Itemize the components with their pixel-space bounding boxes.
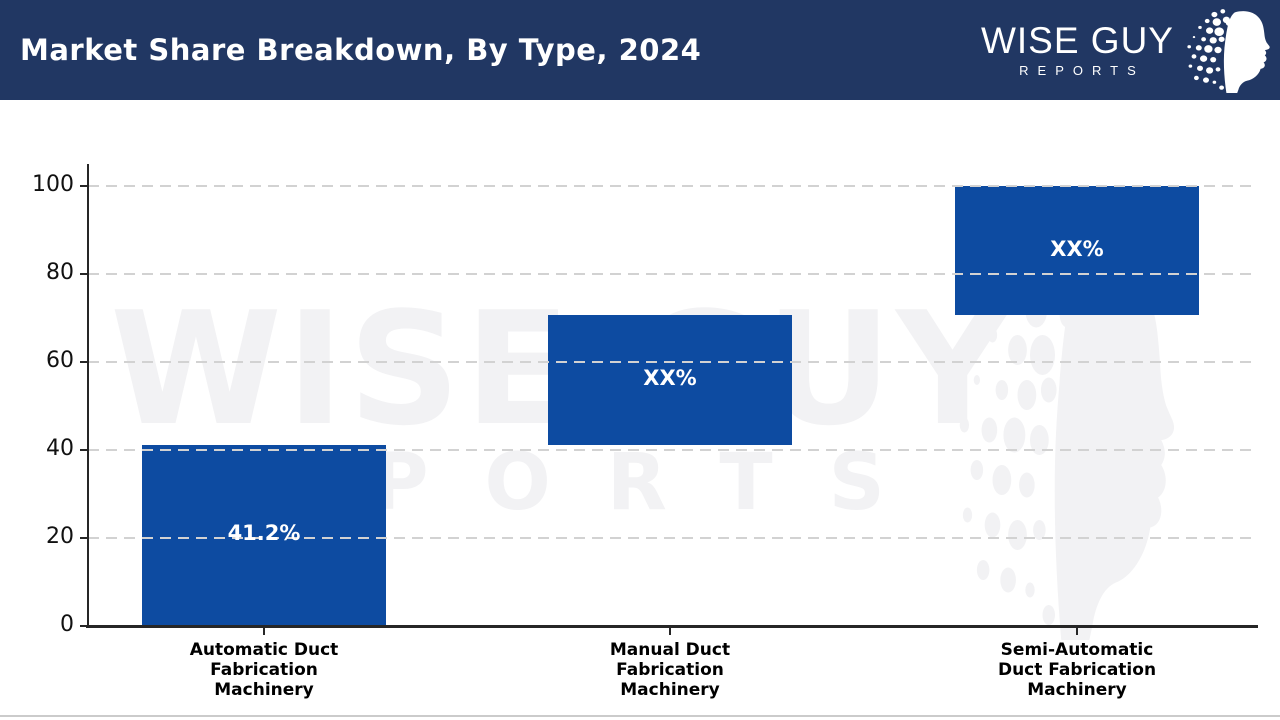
plot-area: 41.2% XX% XX% [88,185,1256,626]
y-tick-label-60: 60 [46,348,74,373]
y-tick-mark-20 [80,537,88,539]
x-tick-mark-2 [669,628,671,635]
wiseguy-logo: WISE GUY REPORTS [981,7,1272,93]
logo-wordmark-line1: WISE GUY [980,20,1174,61]
chart-title: Market Share Breakdown, By Type, 2024 [20,33,702,67]
gridline-20 [88,537,1252,539]
bar-segment-2 [548,315,792,445]
gridline-60 [88,361,1252,363]
y-tick-label-40: 40 [46,436,74,461]
bar-value-label-3: XX% [1050,236,1104,261]
header: Market Share Breakdown, By Type, 2024 WI… [0,0,1280,100]
x-tick-mark-3 [1076,628,1078,635]
footer-divider [0,715,1280,717]
gridline-80 [88,273,1252,275]
y-tick-label-80: 80 [46,260,74,285]
y-tick-mark-60 [80,361,88,363]
y-tick-mark-100 [80,185,88,187]
logo-wordmark: WISE GUY REPORTS [980,20,1174,79]
chart-area: WISE GUY REPORTS 41.2% XX% XX% 0 20 40 60 80 10… [0,100,1280,720]
x-axis-category-label-3: Semi-Automatic Duct Fabrication Machinery [997,640,1157,700]
x-axis-category-label-2: Manual Duct Fabrication Machinery [609,640,731,700]
bar-value-label-2: XX% [643,366,697,391]
y-tick-mark-0 [80,625,88,627]
bar-segment-1 [142,444,386,626]
y-tick-label-100: 100 [32,172,74,197]
x-axis-category-label-1: Automatic Duct Fabrication Machinery [189,640,339,700]
y-tick-label-0: 0 [60,612,74,637]
x-tick-mark-1 [263,628,265,635]
x-axis-line [86,625,1258,628]
gridline-40 [88,449,1252,451]
logo-wordmark-line2: REPORTS [1019,63,1145,78]
y-tick-mark-80 [80,273,88,275]
y-axis-line [87,164,89,628]
bar-value-label-1: 41.2% [227,521,301,546]
logo-face-icon [1187,9,1270,93]
y-tick-mark-40 [80,449,88,451]
gridline-100 [88,185,1252,187]
y-tick-label-20: 20 [46,524,74,549]
